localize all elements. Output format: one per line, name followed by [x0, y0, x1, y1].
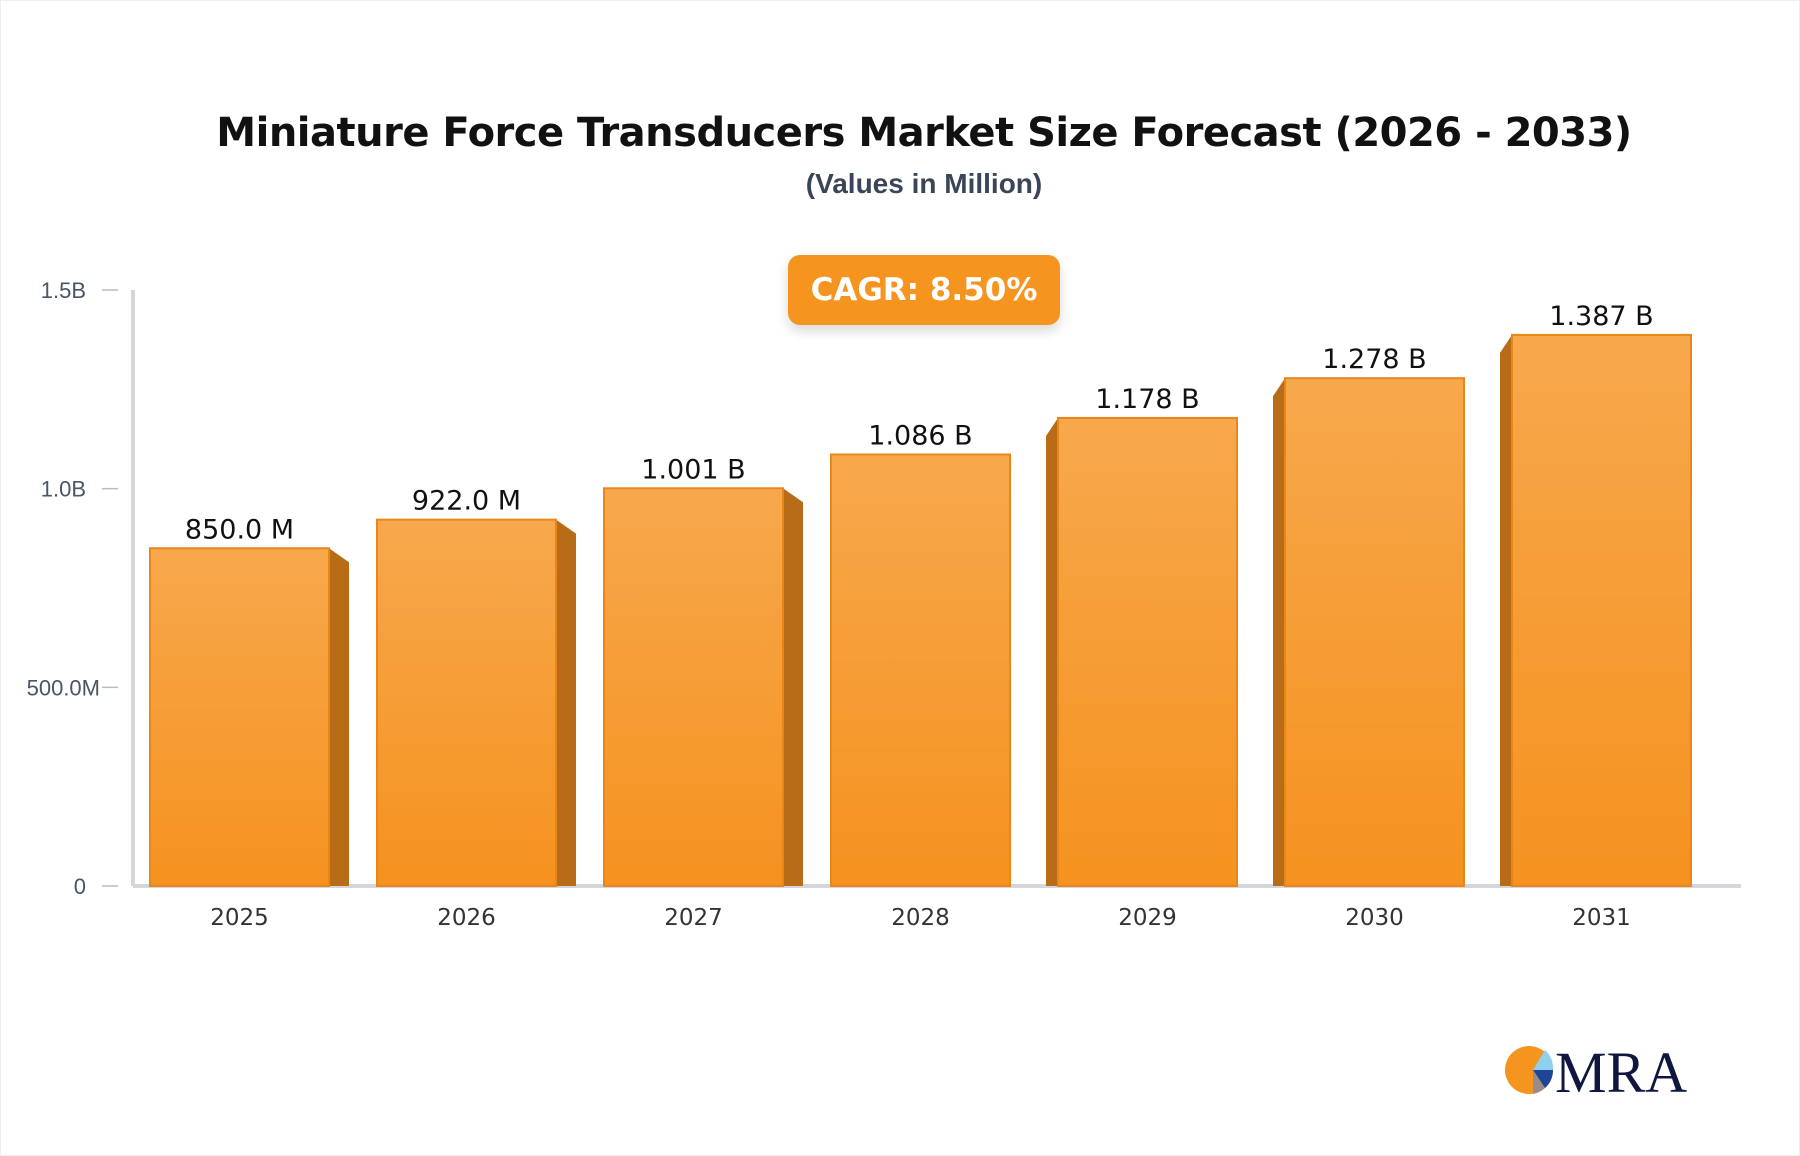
- y-tick-label: 1.5B: [41, 278, 86, 303]
- bar-2029: [1057, 416, 1238, 887]
- chart-subtitle: (Values in Million): [805, 168, 1043, 199]
- data-label: 1.001 B: [641, 454, 745, 485]
- data-label: 922.0 M: [412, 486, 521, 517]
- chart-title: Miniature Force Transducers Market Size …: [216, 110, 1632, 156]
- x-tick-label: 2026: [437, 905, 496, 931]
- bar-side: [556, 519, 576, 886]
- bar-2030: [1284, 377, 1465, 887]
- x-tick-label: 2031: [1572, 905, 1631, 931]
- svg-text:MRA: MRA: [1555, 1040, 1687, 1100]
- bar-side: [783, 488, 803, 886]
- data-label: 1.278 B: [1322, 344, 1426, 375]
- bar-2028: [830, 453, 1011, 887]
- y-tick-label: 1.0B: [41, 477, 86, 502]
- x-tick-label: 2030: [1345, 905, 1404, 931]
- bar-side: [1046, 417, 1058, 886]
- mra-logo: MRA: [1505, 1040, 1687, 1100]
- cagr-badge: CAGR: 8.50%: [788, 255, 1060, 325]
- y-tick-label: 0: [74, 874, 86, 899]
- data-label: 1.086 B: [868, 420, 972, 451]
- bar-side: [1500, 334, 1512, 886]
- x-tick-label: 2025: [210, 905, 269, 931]
- x-tick-label: 2028: [891, 905, 950, 931]
- data-label: 1.178 B: [1095, 384, 1199, 415]
- x-tick-label: 2027: [664, 905, 723, 931]
- bar-2027: [603, 487, 784, 887]
- bar-2031: [1511, 333, 1692, 887]
- y-tick-label: 500.0M: [27, 675, 100, 700]
- bar-side: [1273, 378, 1285, 886]
- bar-2026: [376, 518, 557, 888]
- data-label: 850.0 M: [185, 514, 294, 545]
- bar-2025: [149, 547, 330, 887]
- x-tick-label: 2029: [1118, 905, 1177, 931]
- data-label: 1.387 B: [1549, 301, 1653, 332]
- bar-side: [329, 548, 349, 886]
